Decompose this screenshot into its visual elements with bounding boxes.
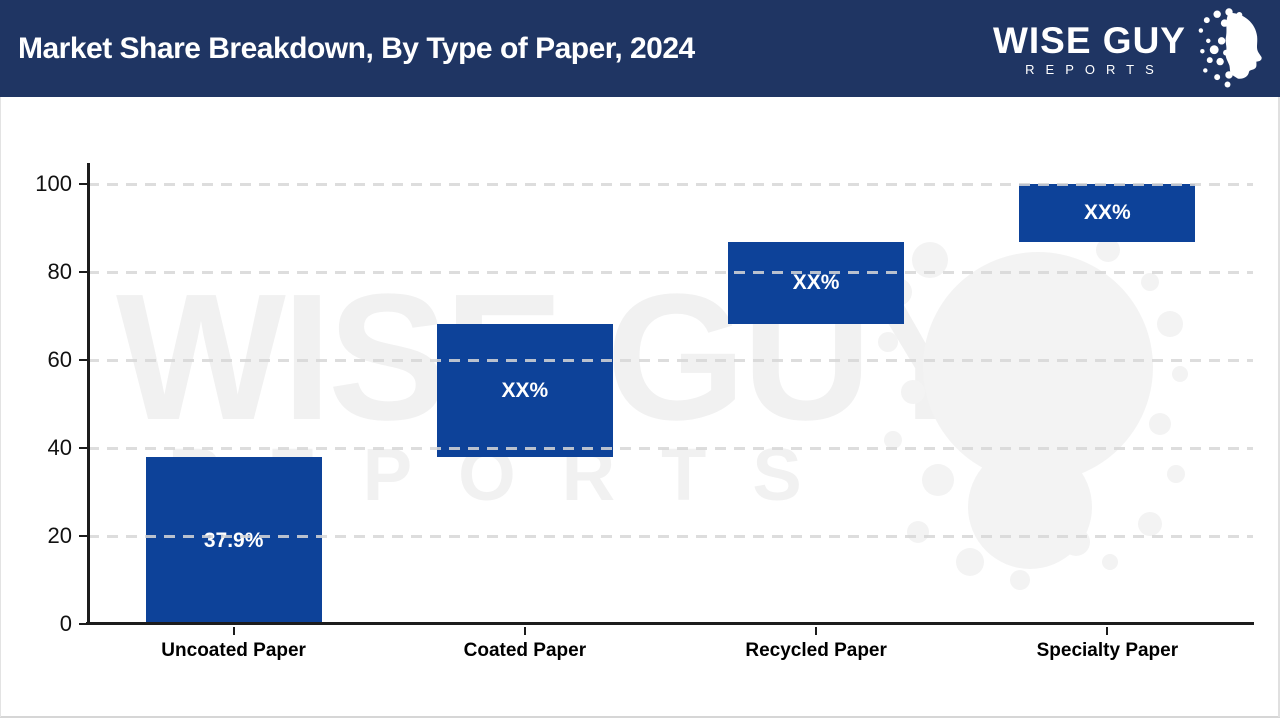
y-tick-label-100: 100 [35, 171, 72, 196]
wiseguy-logo: WISE GUY REPORTS [993, 0, 1266, 97]
y-tick-label-80: 80 [47, 259, 72, 284]
gridline-20 [88, 535, 1253, 538]
chart-plot-area: 0 20 40 60 80 100 37.9% Uncoated Paper XX% Coated… [0, 97, 1280, 717]
page-title: Market Share Breakdown, By Type of Paper… [18, 31, 695, 65]
logo-text-wise-guy: WISE GUY [992, 19, 1186, 61]
y-tick-mark-100 [79, 183, 87, 185]
y-tick-mark-80 [79, 271, 87, 273]
watermark-face-icon [878, 238, 1188, 590]
bar-value-label: 37.9% [203, 528, 264, 552]
bar-value-label: XX% [501, 378, 549, 402]
category-label-recycled-paper: Recycled Paper [745, 640, 887, 661]
y-tick-mark-40 [79, 447, 87, 449]
right-border-line [1278, 97, 1280, 717]
gridline-100 [88, 183, 1253, 186]
y-tick-label-20: 20 [47, 523, 72, 548]
bar-coated-paper: XX% [436, 324, 613, 458]
bar-specialty-paper: XX% [1019, 184, 1196, 242]
gridline-80 [88, 271, 1253, 274]
y-tick-label-40: 40 [47, 435, 72, 460]
logo-text-reports: REPORTS [1025, 61, 1165, 77]
y-tick-mark-20 [79, 535, 87, 537]
left-border-line [0, 97, 1, 717]
y-axis-line [87, 163, 90, 624]
bar-uncoated-paper: 37.9% [145, 457, 322, 624]
x-tick-mark-2 [523, 627, 526, 635]
y-tick-label-0: 0 [59, 611, 72, 636]
y-tick-label-60: 60 [47, 347, 72, 372]
header-bar: Market Share Breakdown, By Type of Paper… [0, 0, 1280, 97]
wiseguy-logo-wordmark: WISE GUY REPORTS [993, 22, 1186, 76]
bar-recycled-paper: XX% [728, 241, 905, 325]
bar-value-label: XX% [1084, 200, 1131, 224]
category-label-coated-paper: Coated Paper [463, 640, 587, 661]
x-axis-line [86, 622, 1254, 625]
x-tick-mark-1 [232, 627, 235, 635]
y-tick-mark-60 [79, 359, 87, 361]
x-tick-mark-4 [1106, 627, 1109, 635]
x-tick-mark-3 [815, 627, 818, 635]
bar-value-label: XX% [792, 270, 840, 294]
category-label-specialty-paper: Specialty Paper [1036, 640, 1179, 661]
wiseguy-face-icon [1198, 7, 1262, 87]
gridline-60 [88, 359, 1253, 362]
y-tick-mark-0 [79, 623, 87, 625]
gridline-40 [88, 447, 1253, 450]
category-label-uncoated-paper: Uncoated Paper [161, 640, 306, 661]
bottom-border-line [0, 716, 1280, 718]
